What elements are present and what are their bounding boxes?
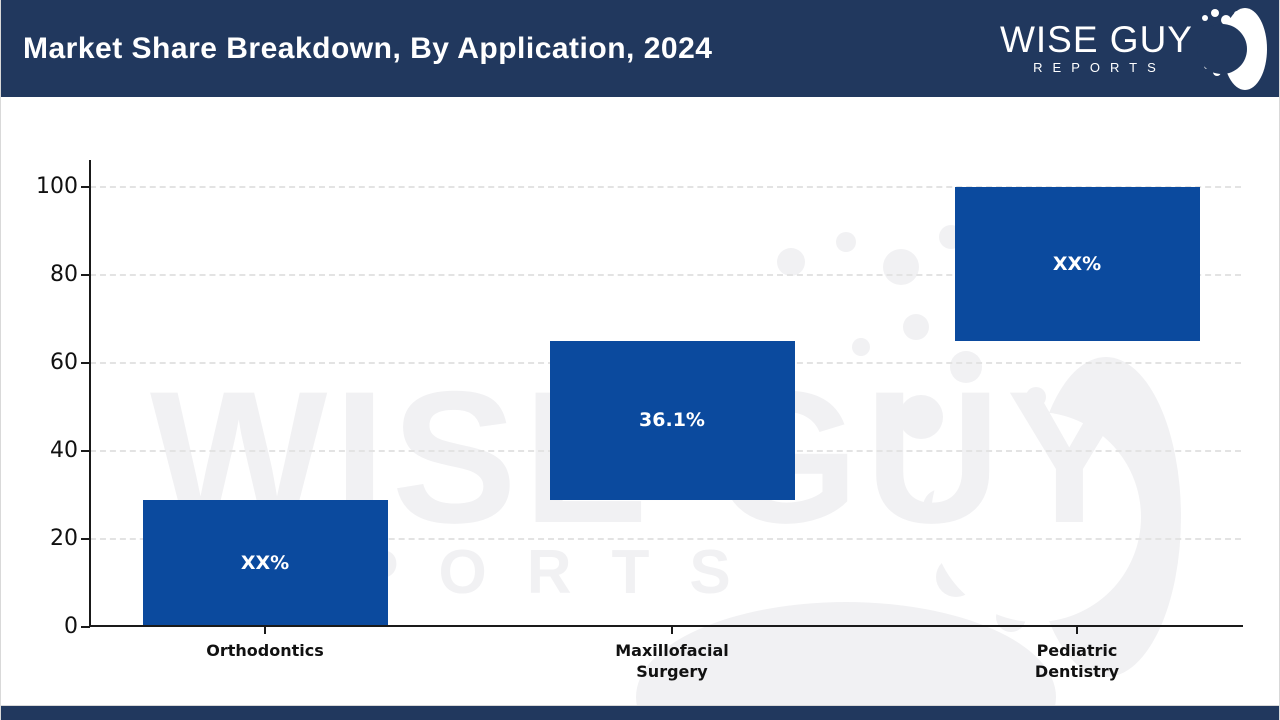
x-tick-1	[671, 627, 673, 634]
y-tick-label-40: 40	[50, 438, 78, 463]
x-category-label-line: Pediatric	[1036, 641, 1118, 660]
header-banner: Market Share Breakdown, By Application, …	[1, 0, 1279, 97]
y-tick-80	[81, 274, 90, 276]
bar-pediatric-dentistry: XX%	[954, 187, 1200, 341]
x-category-label: Maxillofacial Surgery	[512, 640, 832, 682]
y-tick-0	[81, 626, 90, 628]
gridline-20	[90, 538, 1241, 540]
y-tick-label-100: 100	[36, 174, 78, 199]
y-axis-line	[89, 160, 91, 627]
bar-value-label: XX%	[240, 552, 290, 575]
x-category-label: Orthodontics	[105, 640, 425, 661]
y-tick-label-80: 80	[50, 262, 78, 287]
y-tick-40	[81, 450, 90, 452]
x-tick-2	[1076, 627, 1078, 634]
bar-value-label: XX%	[1052, 253, 1102, 275]
chart-title: Market Share Breakdown, By Application, …	[23, 31, 713, 65]
y-tick-label-0: 0	[64, 614, 78, 639]
y-tick-20	[81, 538, 90, 540]
footer-hairline	[1, 705, 1279, 706]
bar-value-label: 36.1%	[639, 409, 705, 432]
footer-banner	[1, 706, 1279, 720]
gridline-80	[90, 274, 1241, 276]
x-tick-0	[264, 627, 266, 634]
x-category-label-line: Dentistry	[1034, 662, 1120, 681]
y-tick-label-20: 20	[50, 526, 78, 551]
bar-maxillofacial-surgery: 36.1%	[549, 341, 795, 500]
y-tick-label-60: 60	[50, 350, 78, 375]
x-category-label-line: Orthodontics	[206, 641, 324, 660]
logo-subtitle: REPORTS	[1033, 60, 1166, 76]
x-axis-line	[89, 625, 1243, 627]
logo-face-icon	[1197, 7, 1267, 90]
y-tick-100	[81, 186, 90, 188]
x-category-label-line: Surgery	[636, 662, 708, 681]
gridline-100	[90, 186, 1241, 188]
x-category-label-line: Maxillofacial	[615, 641, 729, 660]
y-tick-60	[81, 362, 90, 364]
watermark-dots-face	[636, 225, 1181, 706]
x-category-label: Pediatric Dentistry	[917, 640, 1237, 682]
wise-guy-reports-logo: WISE GUY REPORTS	[1000, 6, 1267, 92]
bar-orthodontics: XX%	[142, 499, 388, 627]
logo-wordmark: WISE GUY	[999, 19, 1193, 61]
logo-text: WISE GUY REPORTS	[999, 19, 1193, 76]
